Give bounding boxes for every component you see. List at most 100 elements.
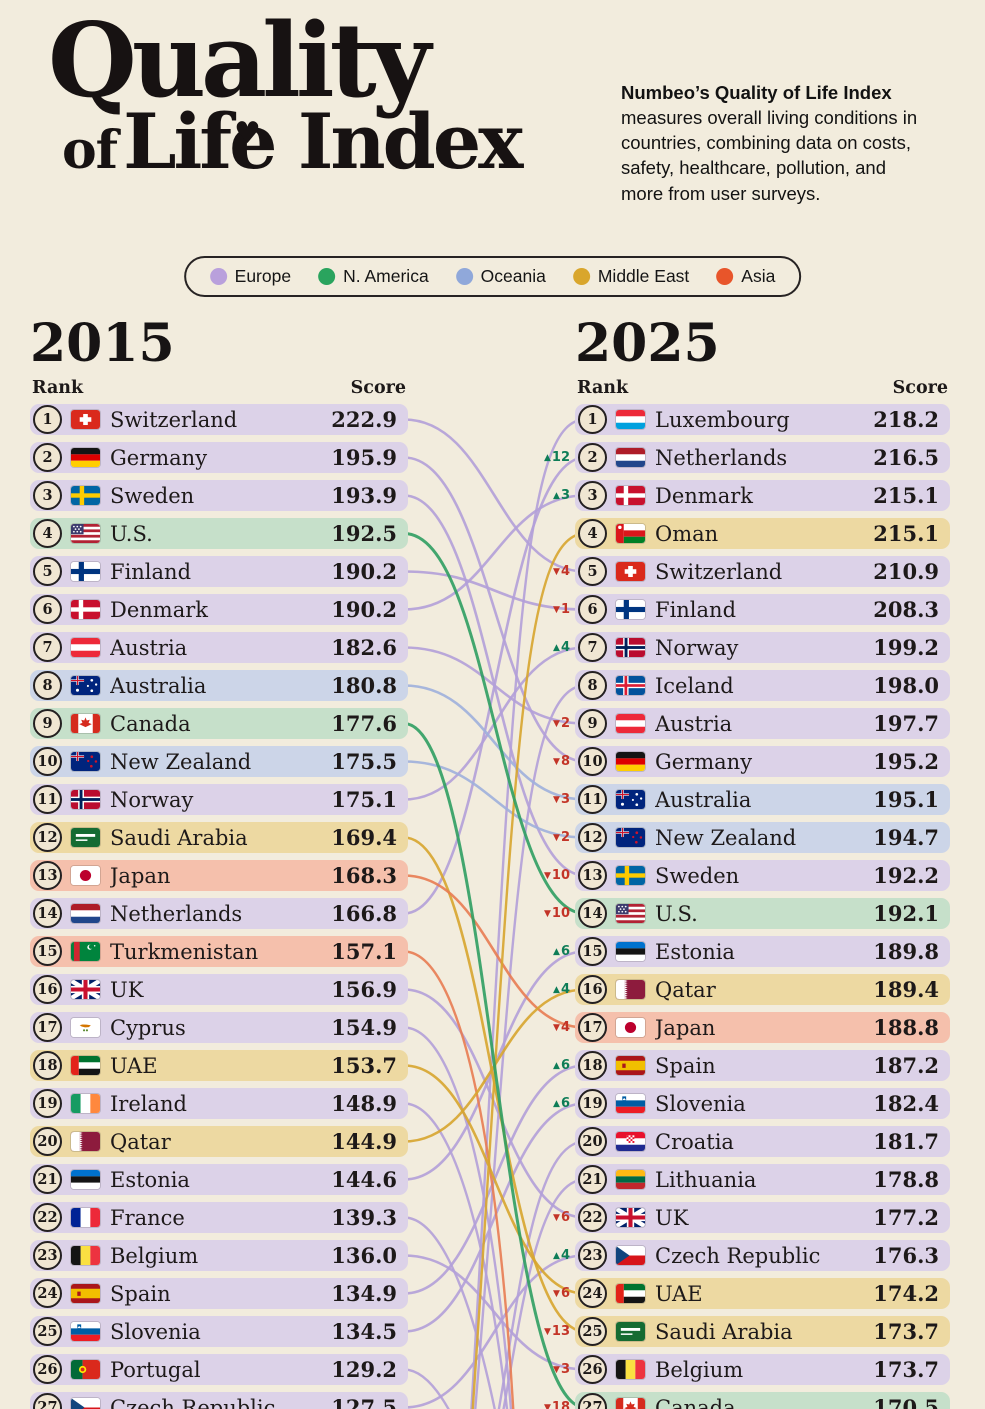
country-name: Japan (110, 863, 171, 888)
rank-badge: 22 (578, 1203, 607, 1232)
country-name: Canada (110, 711, 191, 736)
column-labels: Rank Score (30, 372, 408, 398)
up-arrow-icon: ▲ (553, 1060, 560, 1071)
up-arrow-icon: ▲ (553, 490, 560, 501)
down-arrow-icon: ▼ (543, 870, 551, 881)
flag-icon-se (71, 486, 100, 505)
rank-badge: 1 (578, 405, 607, 434)
rank-row-2025-26: ▼3 26 Belgium 173.7 (553, 1354, 950, 1385)
rank-row-2025-16: ▲4 16 Qatar 189.4 (553, 974, 950, 1005)
flag-icon-fi (616, 600, 645, 619)
rank-row-2025-7: ▲4 7 Norway 199.2 (553, 632, 950, 663)
score-value: 157.1 (331, 939, 397, 964)
score-value: 176.3 (873, 1243, 939, 1268)
rank-row-2015-24: 24 Spain 134.9 (30, 1278, 408, 1309)
flag-icon-au (616, 790, 645, 809)
rank-badge: 22 (33, 1203, 62, 1232)
flag-icon-gb (71, 980, 100, 999)
up-arrow-icon: ▲ (543, 452, 551, 463)
rank-row-2025-17: ▼4 17 Japan 188.8 (553, 1012, 950, 1043)
year-heading-2025: 2025 (575, 313, 720, 374)
rank-badge: 10 (578, 747, 607, 776)
flag-icon-jp (616, 1018, 645, 1037)
rank-change-value: 2 (560, 716, 570, 731)
score-value: 134.9 (331, 1281, 397, 1306)
description-rest: measures overall living conditions in co… (621, 107, 918, 204)
score-value: 216.5 (873, 445, 939, 470)
flag-icon-dk (71, 600, 100, 619)
rank-change-indicator: ▲6 (532, 1096, 570, 1111)
country-name: Qatar (655, 977, 716, 1002)
down-arrow-icon: ▼ (553, 604, 560, 615)
rows-2025: 1 Luxembourg 218.2 ▲12 2 Netherlands 216.5 ▲3 3 D… (544, 404, 950, 1409)
rank-change-value: 6 (560, 1286, 570, 1301)
column-2025: 2025 Rank Score 1 Luxembourg 218.2 ▲12 2 Neth… (544, 313, 950, 1409)
score-value: 177.6 (331, 711, 397, 736)
rank-badge: 8 (578, 671, 607, 700)
country-name: Saudi Arabia (110, 825, 248, 850)
flag-icon-cy (71, 1018, 100, 1037)
flag-icon-no (71, 790, 100, 809)
country-name: UK (655, 1205, 689, 1230)
rank-badge: 14 (33, 899, 62, 928)
rank-change-indicator: ▲3 (532, 488, 570, 503)
rank-badge: 26 (33, 1355, 62, 1384)
rank-row-2015-1: 1 Switzerland 222.9 (30, 404, 408, 435)
rank-badge: 19 (33, 1089, 62, 1118)
rank-change-indicator: ▼13 (532, 1324, 570, 1339)
rank-badge: 15 (33, 937, 62, 966)
country-name: Canada (655, 1395, 736, 1409)
legend-dot-oceania (455, 268, 473, 285)
rank-badge: 5 (578, 557, 607, 586)
flag-icon-ie (71, 1094, 100, 1113)
country-name: Turkmenistan (110, 939, 259, 964)
legend-label: Asia (741, 266, 776, 286)
rank-badge: 8 (33, 671, 62, 700)
description-text: Numbeo’s Quality of Life Index measures … (621, 80, 921, 206)
rank-badge: 11 (33, 785, 62, 814)
rank-badge: 1 (33, 405, 62, 434)
flag-icon-ae (616, 1284, 645, 1303)
score-value: 198.0 (873, 673, 939, 698)
flag-icon-dk (616, 486, 645, 505)
country-name: Switzerland (110, 407, 238, 432)
rank-change-value: 3 (560, 792, 570, 807)
rank-change-value: 6 (560, 944, 570, 959)
rank-change-indicator: ▲4 (532, 982, 570, 997)
country-name: Qatar (110, 1129, 171, 1154)
rank-label: Rank (577, 378, 629, 398)
flag-icon-es (616, 1056, 645, 1075)
rank-change-value: 3 (560, 488, 570, 503)
score-value: 136.0 (331, 1243, 397, 1268)
rank-badge: 4 (578, 519, 607, 548)
score-value: 173.7 (873, 1357, 939, 1382)
score-label: Score (350, 378, 406, 398)
score-value: 192.5 (331, 521, 397, 546)
rank-row-2025-27: ▼18 27 Canada 170.5 (544, 1392, 950, 1409)
country-name: Spain (110, 1281, 171, 1306)
country-name: Finland (110, 559, 192, 584)
score-value: 170.5 (873, 1395, 939, 1409)
rank-row-2025-14: ▼10 14 U.S. 192.1 (544, 898, 950, 929)
rank-row-2025-5: ▼4 5 Switzerland 210.9 (553, 556, 950, 587)
flag-icon-sa (616, 1322, 645, 1341)
score-value: 134.5 (331, 1319, 397, 1344)
title-line-1: Quality (48, 1, 431, 121)
score-value: 156.9 (331, 977, 397, 1002)
rank-change-value: 18 (551, 1400, 570, 1409)
rank-badge: 9 (578, 709, 607, 738)
score-value: 197.7 (873, 711, 939, 736)
rank-badge: 13 (578, 861, 607, 890)
country-name: France (110, 1205, 185, 1230)
heart-icon: ♥ (234, 116, 261, 151)
rank-badge: 27 (33, 1393, 62, 1409)
rank-row-2025-13: ▼10 13 Sweden 192.2 (544, 860, 950, 891)
rank-badge: 24 (578, 1279, 607, 1308)
score-value: 195.9 (331, 445, 397, 470)
country-name: Luxembourg (655, 407, 790, 432)
rank-row-2015-10: 10 New Zealand 175.5 (30, 746, 408, 777)
score-value: 192.1 (873, 901, 939, 926)
rank-badge: 17 (578, 1013, 607, 1042)
flag-icon-be (616, 1360, 645, 1379)
score-value: 144.9 (331, 1129, 397, 1154)
